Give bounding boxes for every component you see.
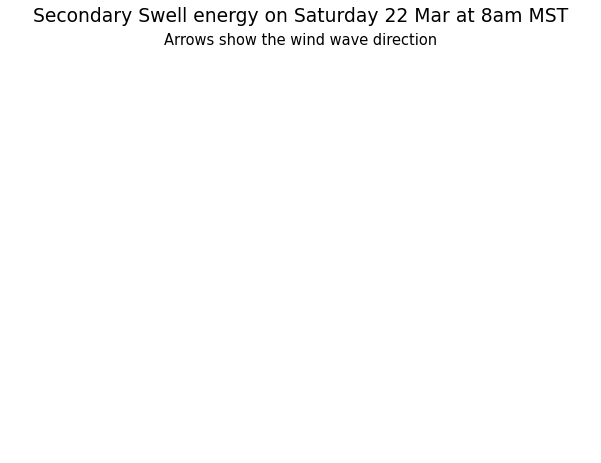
Text: cartopy not available: cartopy not available bbox=[197, 248, 404, 267]
Text: Arrows show the wind wave direction: Arrows show the wind wave direction bbox=[164, 33, 437, 48]
Text: Secondary Swell energy on Saturday 22 Mar at 8am MST: Secondary Swell energy on Saturday 22 Ma… bbox=[33, 7, 568, 26]
